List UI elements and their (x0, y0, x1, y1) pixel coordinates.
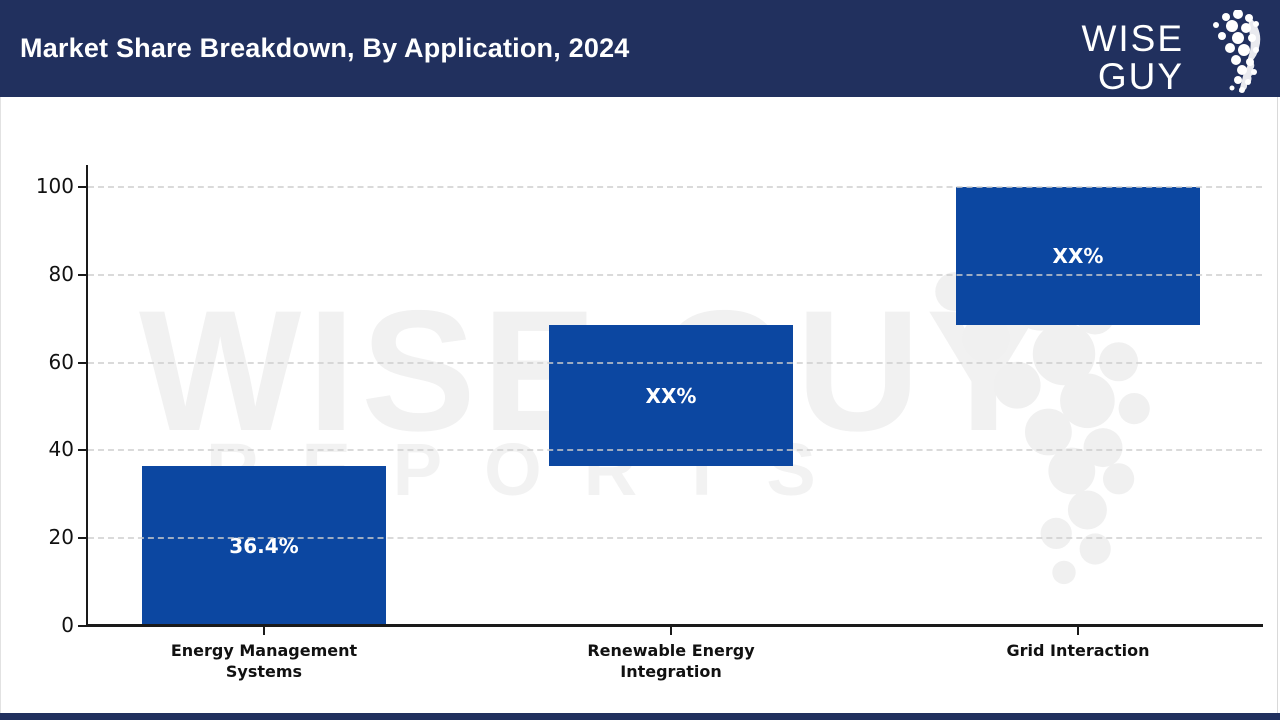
y-tick-label: 20 (48, 525, 74, 550)
logo-text: WISE GUY REPORTS (1012, 20, 1184, 117)
x-tick-mark (670, 627, 672, 635)
category-label: Grid Interaction (928, 640, 1228, 661)
gridline (88, 186, 1262, 188)
wise-guy-reports-logo: WISE GUY REPORTS (1012, 8, 1262, 115)
y-tick-label: 100 (35, 174, 74, 198)
category-label-line: Energy Management (170, 641, 358, 660)
y-tick-label: 40 (48, 437, 74, 462)
y-tick-mark (78, 361, 86, 364)
y-tick-mark (78, 186, 86, 188)
bar-value-label: XX% (645, 383, 697, 408)
category-label-line: Integration (620, 662, 722, 681)
y-tick-mark (78, 273, 86, 276)
y-axis-line (86, 165, 88, 626)
gridline (88, 537, 1262, 540)
gridline (88, 449, 1262, 452)
y-tick-mark (78, 449, 86, 452)
x-tick-mark (263, 627, 265, 635)
gridline (88, 361, 1262, 364)
bar-segment: XX% (956, 187, 1200, 326)
header-band: Market Share Breakdown, By Application, … (0, 0, 1280, 115)
x-tick-mark (1077, 627, 1079, 635)
category-label-line: Systems (225, 662, 303, 681)
category-label: Energy Management Systems (114, 640, 414, 682)
gridline (88, 273, 1262, 276)
y-tick-label: 80 (48, 261, 74, 286)
logo-wordmark: WISE GUY (1081, 18, 1184, 97)
category-label-line: Grid Interaction (1006, 641, 1150, 660)
bar-segment: XX% (549, 325, 793, 467)
footer-band (0, 713, 1280, 720)
y-tick-label: 0 (61, 613, 74, 637)
y-tick-label: 60 (48, 349, 74, 374)
y-tick-mark (78, 537, 86, 540)
category-label: Renewable Energy Integration (521, 640, 821, 682)
bar-value-label: XX% (1052, 244, 1104, 269)
logo-subtitle: REPORTS (1046, 98, 1182, 115)
dotted-head-icon (1213, 10, 1261, 93)
y-tick-mark (78, 625, 86, 627)
x-axis-line (86, 624, 1263, 627)
bar-segment: 36.4% (142, 466, 386, 626)
page-title: Market Share Breakdown, By Application, … (20, 33, 630, 63)
category-label-line: Renewable Energy (587, 641, 755, 660)
